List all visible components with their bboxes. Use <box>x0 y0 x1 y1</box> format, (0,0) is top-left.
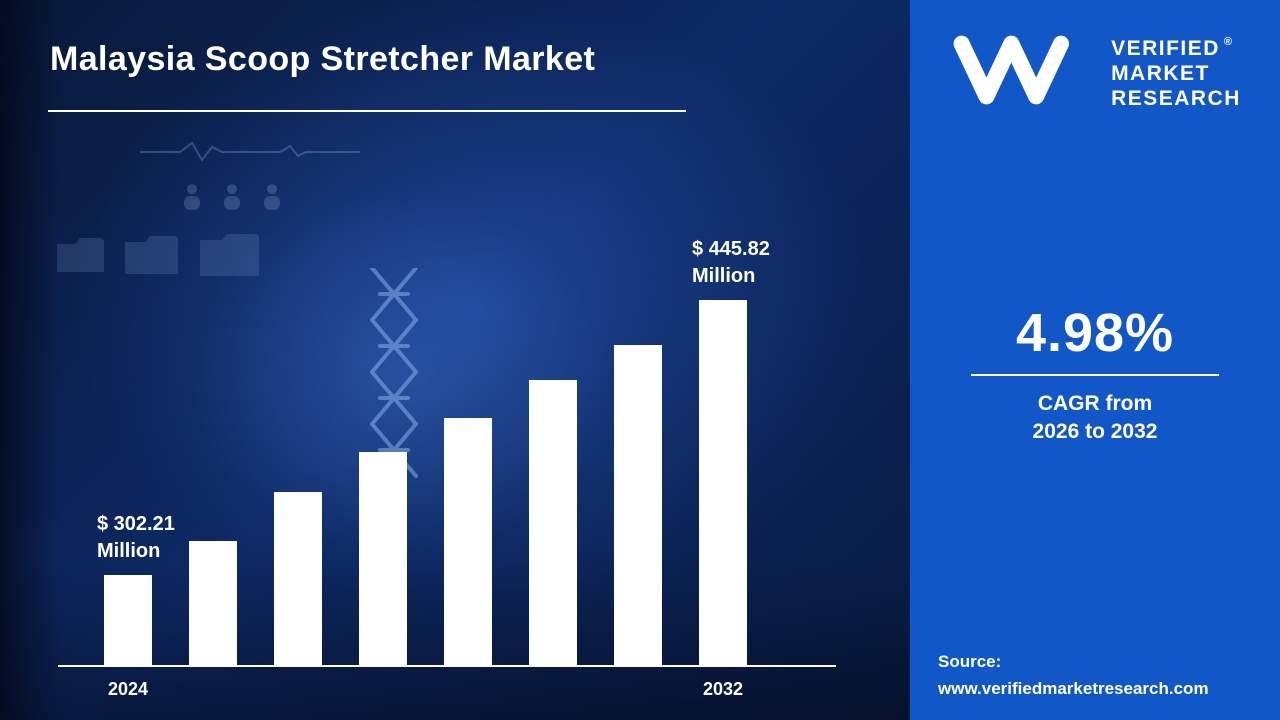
cagr-underline <box>971 374 1219 376</box>
source-label: Source: <box>938 652 1002 672</box>
heartbeat-line-art <box>140 141 360 162</box>
bar-column <box>529 380 577 665</box>
registered-mark: ® <box>1223 36 1234 48</box>
cagr-label-line1: CAGR from <box>1037 392 1153 415</box>
chart-section: Malaysia Scoop Stretcher Market $ 302.21… <box>0 0 910 720</box>
cagr-value: 4.98% <box>1015 303 1175 363</box>
bar-column: $ 445.82 Million 2032 <box>692 238 770 699</box>
bar-chart: $ 302.21 Million 2024 $ 445.82 Million 2032 <box>58 238 836 699</box>
bar-value-label: $ 445.82 Million <box>692 238 770 287</box>
cagr-label-line2: 2026 to 2032 <box>1032 420 1158 444</box>
bar <box>614 345 662 665</box>
bar <box>444 418 492 665</box>
brand-name: VERIFIED ® MARKET RESEARCH <box>1111 32 1241 112</box>
info-panel: VERIFIED ® MARKET RESEARCH 4.98% CAGR fro… <box>910 0 1280 720</box>
bar <box>189 541 237 665</box>
page-title: Malaysia Scoop Stretcher Market <box>50 40 596 78</box>
title-underline <box>48 110 686 112</box>
brand-name-line2: MARKET <box>1111 62 1210 86</box>
bar-column <box>614 345 662 665</box>
x-axis-tick: 2024 <box>107 679 149 699</box>
bar <box>359 452 407 665</box>
cagr-label: CAGR from 2026 to 2032 <box>910 390 1280 447</box>
brand-name-line3: RESEARCH <box>1111 87 1241 111</box>
brand-logo: VERIFIED ® MARKET RESEARCH <box>910 0 1280 112</box>
bar-value-label: $ 302.21 Million <box>97 513 175 562</box>
bar-column: $ 302.21 Million 2024 <box>97 513 175 699</box>
brand-name-line1: VERIFIED <box>1111 37 1220 60</box>
x-axis-tick: 2032 <box>702 679 744 699</box>
bar <box>529 380 577 665</box>
bar-column <box>444 418 492 665</box>
source-block: Source: www.verifiedmarketresearch.com <box>938 649 1209 702</box>
bar <box>699 300 747 665</box>
bar-column <box>359 452 407 665</box>
vmr-monogram-icon <box>953 35 1070 105</box>
bar-column <box>274 492 322 665</box>
bar-column <box>189 541 237 665</box>
source-url[interactable]: www.verifiedmarketresearch.com <box>938 678 1209 698</box>
bar <box>274 492 322 665</box>
people-icons-art <box>184 184 280 210</box>
folder-shapes-art <box>57 234 259 276</box>
bar <box>104 575 152 665</box>
